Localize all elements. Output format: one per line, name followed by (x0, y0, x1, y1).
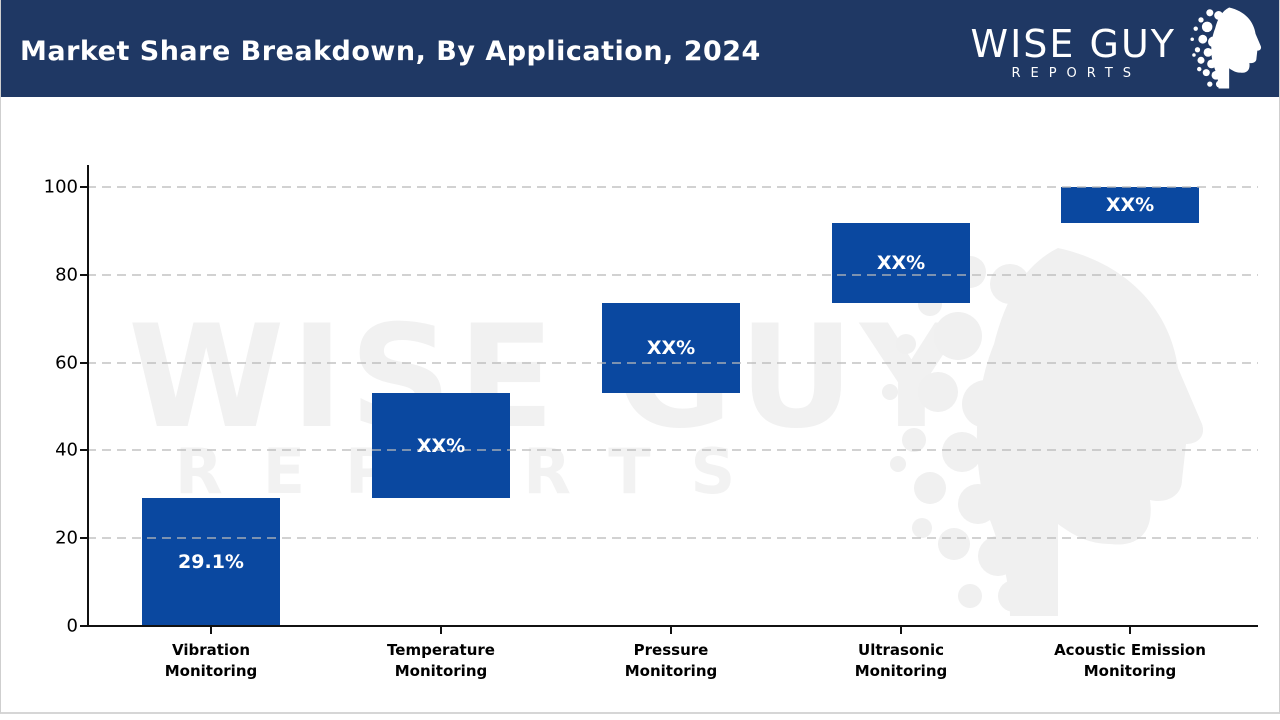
gridline-80 (87, 273, 1258, 276)
bar-value-label: XX% (1105, 193, 1155, 216)
gridline-20 (87, 537, 1258, 540)
y-tick-mark (80, 625, 87, 627)
category-label-line: Vibration (171, 641, 251, 659)
logo-subtext: REPORTS (1011, 66, 1142, 82)
category-label: Pressure Monitoring (551, 640, 791, 682)
bar-value-label: XX% (876, 251, 926, 274)
y-tick-label: 60 (55, 352, 78, 374)
category-label-line: Acoustic Emission (1054, 641, 1206, 659)
y-tick-mark (80, 449, 87, 452)
gridline-40 (87, 449, 1258, 452)
bar-value-label: 29.1% (178, 551, 244, 574)
y-tick-label: 100 (43, 176, 78, 198)
logo-text: WISE GUY REPORTS (970, 21, 1176, 82)
y-tick-label: 40 (55, 439, 78, 461)
category-label-line: Monitoring (1083, 662, 1177, 680)
chart-area: WISE GUY REPORTS 02040608010029.1%XX%XX%… (0, 97, 1280, 720)
wise-guy-logo: WISE GUY REPORTS (971, 4, 1266, 92)
x-tick-mark (1129, 627, 1131, 634)
bar-2 (372, 392, 510, 499)
category-label-line: Monitoring (624, 662, 718, 680)
x-tick-mark (670, 627, 672, 634)
category-label: Acoustic Emission Monitoring (1010, 640, 1250, 682)
logo-wordmark: WISE GUY (970, 21, 1176, 66)
gridline-100 (87, 186, 1258, 188)
chart-title: Market Share Breakdown, By Application, … (20, 36, 761, 67)
bar-3 (602, 302, 740, 393)
y-tick-mark (80, 537, 87, 540)
category-label-line: Temperature (387, 641, 495, 659)
x-tick-mark (900, 627, 902, 634)
header-bar: Market Share Breakdown, By Application, … (0, 0, 1280, 97)
watermark-wordmark: WISE GUY (128, 295, 969, 460)
category-label-line: Pressure (633, 641, 709, 659)
category-label-line: Ultrasonic (858, 641, 944, 659)
x-axis-line (87, 625, 1258, 627)
category-label-line: Monitoring (394, 662, 488, 680)
x-tick-mark (440, 627, 442, 634)
bar-value-label: XX% (646, 336, 696, 359)
y-tick-label: 80 (55, 264, 78, 286)
watermark-head-icon (882, 248, 1204, 616)
category-label-line: Monitoring (164, 662, 258, 680)
category-label: Temperature Monitoring (321, 640, 561, 682)
y-tick-label: 0 (66, 615, 78, 637)
category-label: Vibration Monitoring (91, 640, 331, 682)
bar-1 (142, 498, 280, 626)
bar-value-label: XX% (416, 434, 466, 457)
y-tick-mark (80, 361, 87, 364)
category-label-line: Monitoring (854, 662, 948, 680)
y-axis-line (87, 165, 89, 626)
category-label: Ultrasonic Monitoring (781, 640, 1021, 682)
y-tick-mark (80, 273, 87, 276)
y-tick-mark (80, 186, 87, 188)
bar-4 (832, 222, 970, 303)
dotted-head-icon (1190, 7, 1262, 89)
bar-5 (1061, 187, 1199, 223)
gridline-60 (87, 361, 1258, 364)
x-tick-mark (210, 627, 212, 634)
y-tick-label: 20 (55, 527, 78, 549)
